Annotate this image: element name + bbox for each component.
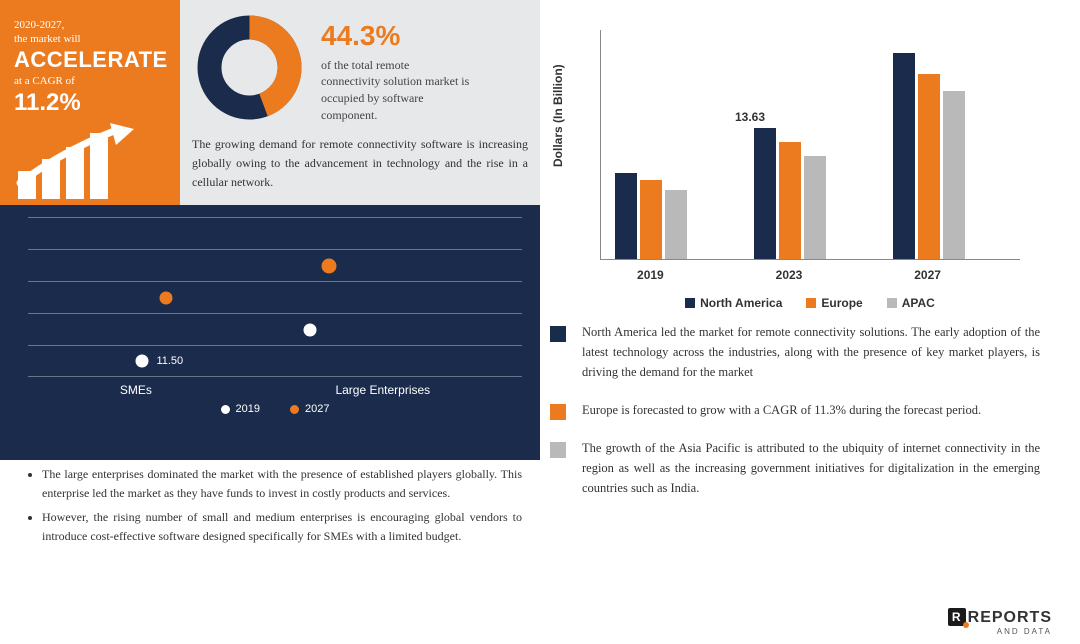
dot-row xyxy=(28,217,522,249)
bar-group xyxy=(745,128,835,259)
logo-sub: AND DATA xyxy=(948,627,1052,636)
bar-legend-item: Europe xyxy=(806,296,862,310)
dot-point xyxy=(160,291,173,304)
left-column: 2020-2027, the market will ACCELERATE at… xyxy=(0,0,540,644)
cagr-label: at a CAGR of xyxy=(14,75,166,87)
bar xyxy=(804,156,826,260)
region-text: Europe is forecasted to grow with a CAGR… xyxy=(582,400,981,420)
dot-row xyxy=(28,313,522,345)
dot-row: 11.50 xyxy=(28,345,522,377)
bullet-item: The large enterprises dominated the mark… xyxy=(42,465,522,502)
dot-point xyxy=(303,323,316,336)
region-swatch xyxy=(550,326,566,342)
region-swatch xyxy=(550,442,566,458)
dotplot-panel: 11.50 SMEsLarge Enterprises 20192027 xyxy=(0,205,540,460)
region-note: Europe is forecasted to grow with a CAGR… xyxy=(550,400,1040,420)
accelerate-word: ACCELERATE xyxy=(14,47,166,73)
region-text: The growth of the Asia Pacific is attrib… xyxy=(582,438,1040,498)
bar xyxy=(640,180,662,259)
bar-group xyxy=(606,173,696,259)
bar-ylabel: Dollars (In Billion) xyxy=(551,64,565,167)
dot-point xyxy=(135,355,148,368)
donut-subtext: of the total remote connectivity solutio… xyxy=(321,57,471,124)
region-swatch xyxy=(550,404,566,420)
bar xyxy=(615,173,637,259)
donut-headline: 44.3% xyxy=(321,16,528,57)
brand-logo: RREPORTS AND DATA xyxy=(948,608,1052,636)
region-note: The growth of the Asia Pacific is attrib… xyxy=(550,438,1040,498)
bar xyxy=(665,190,687,259)
bar xyxy=(943,91,965,259)
logo-brand: REPORTS xyxy=(968,609,1052,626)
dot-x-axis: SMEsLarge Enterprises xyxy=(28,383,522,397)
bar-legend-item: North America xyxy=(685,296,782,310)
region-note: North America led the market for remote … xyxy=(550,322,1040,382)
dot-legend: 20192027 xyxy=(28,403,522,415)
bar-x-label: 2023 xyxy=(744,268,834,282)
bar-group xyxy=(884,53,974,259)
bar-chart: Dollars (In Billion) 13.63 North America… xyxy=(570,10,1030,310)
donut-panel: 44.3% of the total remote connectivity s… xyxy=(180,0,540,205)
dot-row xyxy=(28,249,522,281)
will-text: the market will xyxy=(14,33,166,45)
bar-x-label: 2027 xyxy=(883,268,973,282)
dot-point xyxy=(322,258,337,273)
bar-annotation: 13.63 xyxy=(735,110,765,124)
cagr-value: 11.2% xyxy=(14,89,166,117)
region-notes: North America led the market for remote … xyxy=(550,322,1050,498)
dot-row xyxy=(28,281,522,313)
accelerate-panel: 2020-2027, the market will ACCELERATE at… xyxy=(0,0,180,205)
donut-caption: The growing demand for remote connectivi… xyxy=(192,135,528,193)
growth-icon xyxy=(14,123,154,201)
bullet-item: However, the rising number of small and … xyxy=(42,508,522,545)
bar xyxy=(779,142,801,259)
bar xyxy=(893,53,915,259)
region-text: North America led the market for remote … xyxy=(582,322,1040,382)
bar-legend-item: APAC xyxy=(887,296,935,310)
period-text: 2020-2027, xyxy=(14,18,166,33)
bar-legend: North America Europe APAC xyxy=(600,296,1020,310)
bar xyxy=(918,74,940,259)
bullet-list: The large enterprises dominated the mark… xyxy=(0,460,540,551)
bar xyxy=(754,128,776,259)
donut-chart xyxy=(192,10,307,125)
bar-plot-area: 13.63 xyxy=(600,30,1020,260)
infographic-root: 2020-2027, the market will ACCELERATE at… xyxy=(0,0,1080,644)
logo-mark: R xyxy=(948,608,966,626)
right-column: Dollars (In Billion) 13.63 North America… xyxy=(540,0,1080,644)
bar-x-label: 2019 xyxy=(605,268,695,282)
dot-label: 11.50 xyxy=(156,355,183,367)
